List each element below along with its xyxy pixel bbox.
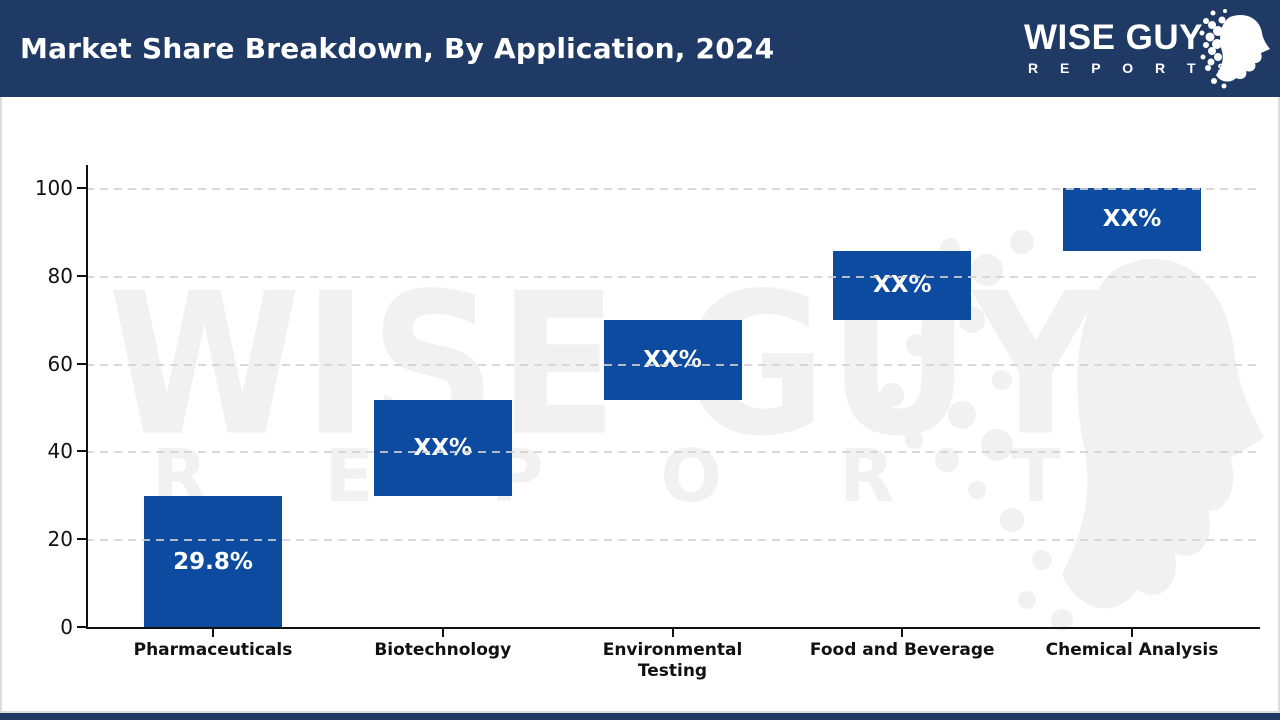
- y-tick-mark: [77, 362, 86, 365]
- chart-title: Market Share Breakdown, By Application, …: [20, 32, 775, 65]
- footer-accent-bar: [0, 713, 1280, 720]
- y-tick-label: 100: [34, 176, 73, 200]
- logo-subtext: R E P O R T S: [1028, 60, 1236, 76]
- bar-segment: XX%: [373, 400, 512, 497]
- x-tick-mark: [1131, 629, 1133, 637]
- logo-head-icon: [1199, 9, 1270, 89]
- bar-value-label: XX%: [643, 347, 702, 374]
- chart-canvas: WISE GUY R E P O R T S 0 20 40 60 80 100 29.8%…: [0, 97, 1280, 713]
- x-category-label: Food and Beverage: [809, 640, 995, 660]
- y-tick-label: 40: [47, 439, 73, 464]
- gridline: [86, 363, 1260, 366]
- x-tick-mark: [671, 629, 674, 637]
- bar-value-label: XX%: [1102, 206, 1162, 233]
- logo-wordmark: WISE GUY: [1024, 18, 1203, 57]
- x-category-label: Pharmaceuticals: [133, 640, 293, 660]
- x-axis-spine: [86, 627, 1260, 629]
- bar-value-label: XX%: [413, 435, 472, 462]
- header: Market Share Breakdown, By Application, …: [0, 0, 1280, 97]
- y-tick-label: 60: [47, 351, 73, 376]
- x-category-label: Chemical Analysis: [1045, 640, 1219, 660]
- bar-segment: XX%: [1063, 188, 1201, 251]
- y-tick-label: 80: [47, 263, 73, 288]
- gridline: [86, 539, 1260, 542]
- x-tick-mark: [212, 629, 214, 637]
- x-tick-mark: [901, 629, 904, 637]
- gridline: [86, 451, 1260, 454]
- y-tick-mark: [77, 274, 86, 277]
- bar-segment: 29.8%: [144, 496, 282, 627]
- y-tick-label: 0: [60, 615, 73, 639]
- wise-guy-reports-logo: WISE GUY R E P O R T S: [1024, 9, 1270, 89]
- bar-value-label: 29.8%: [173, 548, 253, 575]
- x-category-label: Biotechnology: [374, 640, 512, 660]
- y-tick-mark: [77, 626, 86, 628]
- y-tick-mark: [77, 450, 86, 453]
- y-tick-mark: [77, 187, 86, 189]
- y-tick-label: 20: [47, 527, 73, 552]
- gridline: [86, 275, 1260, 278]
- gridline: [86, 188, 1260, 190]
- x-tick-mark: [441, 629, 444, 637]
- y-tick-mark: [77, 538, 86, 541]
- bar-segment: XX%: [833, 250, 972, 321]
- y-axis-spine: [86, 165, 88, 629]
- bar-segment: XX%: [603, 320, 742, 401]
- x-category-label: Environmental Testing: [602, 640, 743, 682]
